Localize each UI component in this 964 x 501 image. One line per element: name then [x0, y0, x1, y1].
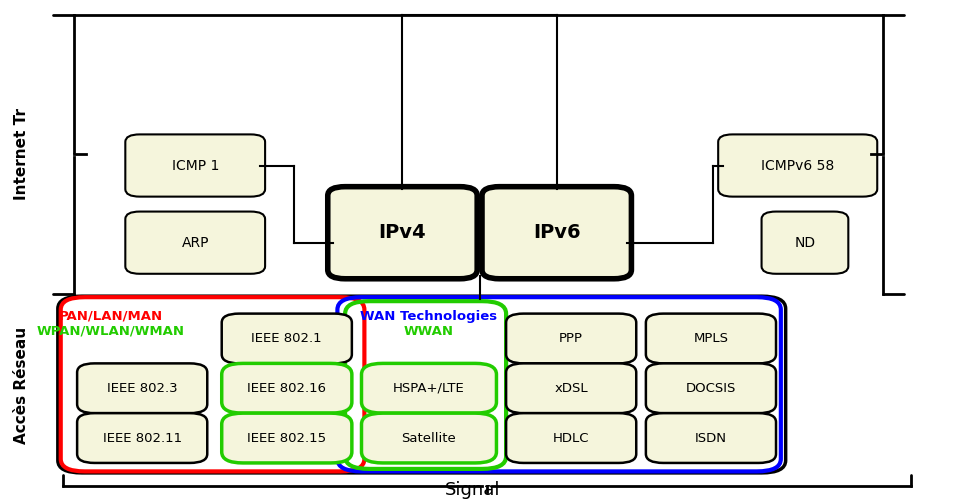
Text: DOCSIS: DOCSIS	[685, 382, 736, 395]
Text: Signal: Signal	[444, 481, 500, 499]
FancyBboxPatch shape	[506, 363, 636, 413]
Text: HSPA+/LTE: HSPA+/LTE	[393, 382, 465, 395]
Text: IPv6: IPv6	[533, 223, 580, 242]
Text: WAN Technologies: WAN Technologies	[361, 310, 497, 323]
Text: IEEE 802.1: IEEE 802.1	[252, 332, 322, 345]
Text: ARP: ARP	[181, 235, 209, 249]
FancyBboxPatch shape	[506, 413, 636, 463]
FancyBboxPatch shape	[482, 187, 631, 279]
FancyBboxPatch shape	[362, 413, 496, 463]
Text: IPv4: IPv4	[379, 223, 426, 242]
Text: WPAN/WLAN/WMAN: WPAN/WLAN/WMAN	[37, 325, 185, 338]
FancyBboxPatch shape	[222, 363, 352, 413]
FancyBboxPatch shape	[125, 134, 265, 196]
Text: IEEE 802.16: IEEE 802.16	[248, 382, 326, 395]
Text: IEEE 802.11: IEEE 802.11	[102, 431, 182, 444]
FancyBboxPatch shape	[646, 413, 776, 463]
Text: Satellite: Satellite	[402, 431, 456, 444]
FancyBboxPatch shape	[718, 134, 877, 196]
Text: ND: ND	[794, 235, 816, 249]
FancyBboxPatch shape	[77, 363, 207, 413]
Text: xDSL: xDSL	[554, 382, 588, 395]
Text: Accès Réseau: Accès Réseau	[13, 327, 29, 444]
Text: IEEE 802.3: IEEE 802.3	[107, 382, 177, 395]
FancyBboxPatch shape	[646, 314, 776, 363]
Text: Internet Tr: Internet Tr	[13, 108, 29, 200]
FancyBboxPatch shape	[77, 413, 207, 463]
FancyBboxPatch shape	[506, 314, 636, 363]
Text: ISDN: ISDN	[695, 431, 727, 444]
FancyBboxPatch shape	[222, 314, 352, 363]
FancyBboxPatch shape	[646, 363, 776, 413]
Text: ICMPv6 58: ICMPv6 58	[762, 158, 834, 172]
Text: PAN/LAN/MAN: PAN/LAN/MAN	[59, 310, 163, 323]
Text: ICMP 1: ICMP 1	[172, 158, 219, 172]
Text: MPLS: MPLS	[693, 332, 729, 345]
FancyBboxPatch shape	[328, 187, 477, 279]
Text: HDLC: HDLC	[553, 431, 589, 444]
Text: PPP: PPP	[559, 332, 583, 345]
FancyBboxPatch shape	[762, 211, 848, 274]
Text: IEEE 802.15: IEEE 802.15	[247, 431, 327, 444]
FancyBboxPatch shape	[362, 363, 496, 413]
FancyBboxPatch shape	[222, 413, 352, 463]
Text: WWAN: WWAN	[404, 325, 454, 338]
FancyBboxPatch shape	[125, 211, 265, 274]
